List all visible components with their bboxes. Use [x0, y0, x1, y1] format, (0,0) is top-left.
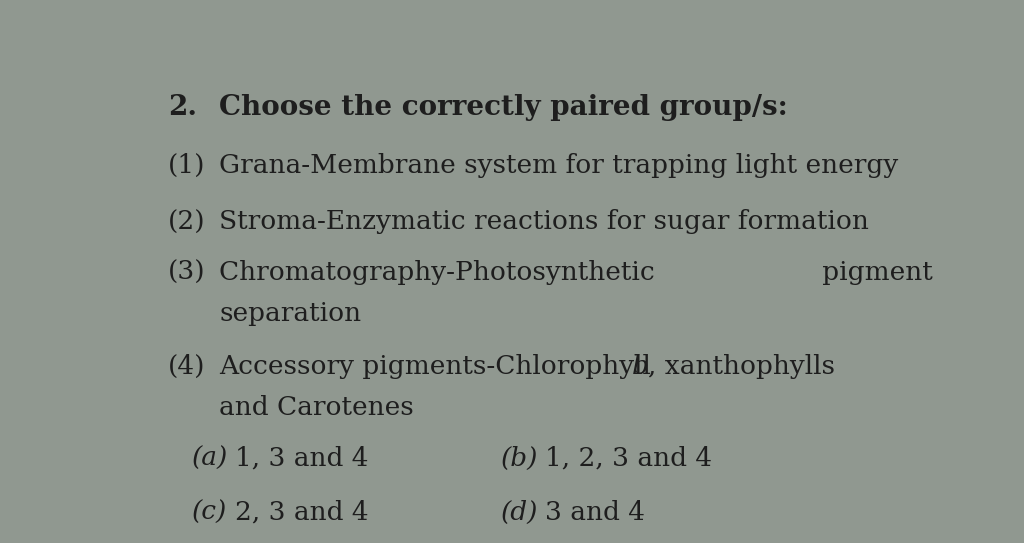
Text: 1, 2, 3 and 4: 1, 2, 3 and 4 [545, 446, 712, 471]
Text: Chromatography-Photosynthetic                    pigment: Chromatography-Photosynthetic pigment [219, 260, 933, 285]
Text: 1, 3 and 4: 1, 3 and 4 [236, 446, 369, 471]
Text: , xanthophylls: , xanthophylls [648, 353, 835, 378]
Text: 2, 3 and 4: 2, 3 and 4 [236, 500, 369, 525]
Text: (d): (d) [501, 500, 539, 525]
Text: b: b [632, 353, 649, 378]
Text: (c): (c) [191, 500, 226, 525]
Text: and Carotenes: and Carotenes [219, 395, 414, 420]
Text: (4): (4) [168, 353, 205, 378]
Text: (a): (a) [191, 446, 227, 471]
Text: Choose the correctly paired group/s:: Choose the correctly paired group/s: [219, 94, 788, 122]
Text: (3): (3) [168, 260, 205, 285]
Text: 3 and 4: 3 and 4 [545, 500, 645, 525]
Text: (2): (2) [168, 210, 205, 235]
Text: Accessory pigments-Chlorophyll: Accessory pigments-Chlorophyll [219, 353, 659, 378]
Text: (1): (1) [168, 153, 205, 178]
Text: (b): (b) [501, 446, 539, 471]
Text: separation: separation [219, 301, 361, 326]
Text: 2.: 2. [168, 94, 197, 122]
Text: Grana-Membrane system for trapping light energy: Grana-Membrane system for trapping light… [219, 153, 898, 178]
Text: Stroma-Enzymatic reactions for sugar formation: Stroma-Enzymatic reactions for sugar for… [219, 210, 869, 235]
